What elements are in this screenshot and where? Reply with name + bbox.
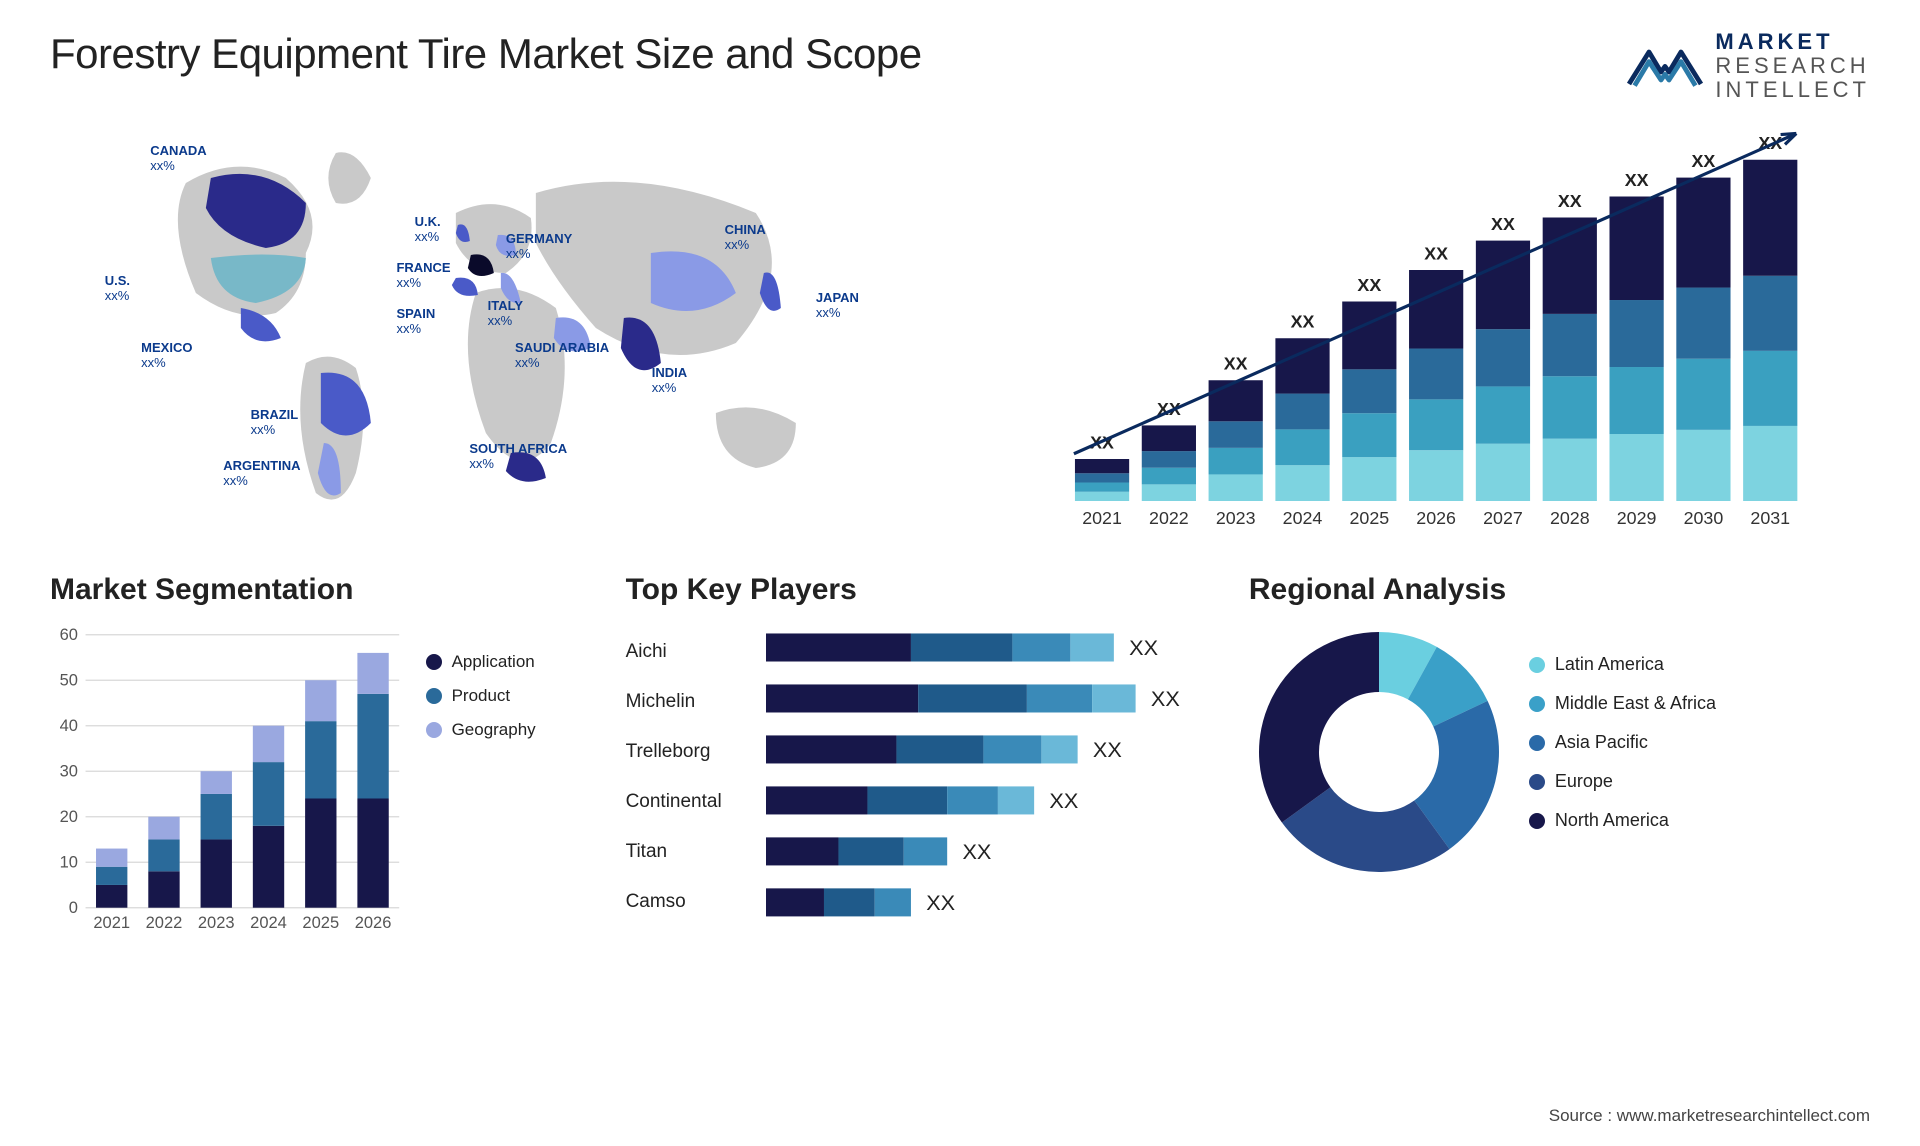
map-label-mexico: MEXICOxx% [141,341,192,371]
player-name-trelleborg: Trelleborg [626,733,756,771]
svg-text:2030: 2030 [1683,508,1723,528]
svg-text:XX: XX [1624,170,1648,190]
legend-dot-icon [426,688,442,704]
header: Forestry Equipment Tire Market Size and … [50,30,1870,103]
seg-legend-application: Application [426,652,576,672]
svg-text:XX: XX [1092,737,1121,762]
svg-text:XX: XX [1357,275,1381,295]
svg-text:2022: 2022 [1149,508,1189,528]
svg-text:2025: 2025 [302,914,339,932]
map-label-saudi-arabia: SAUDI ARABIAxx% [515,341,609,371]
svg-text:XX: XX [962,839,991,864]
svg-text:2024: 2024 [250,914,287,932]
svg-text:30: 30 [60,762,78,780]
players-name-list: Aichi Michelin Trelleborg Continental Titan C… [626,622,756,928]
map-label-china: CHINAxx% [725,223,766,253]
map-label-spain: SPAINxx% [396,307,435,337]
svg-text:2022: 2022 [146,914,183,932]
svg-text:XX: XX [1129,635,1158,660]
svg-text:XX: XX [1150,686,1179,711]
svg-text:2028: 2028 [1550,508,1590,528]
growth-chart-panel: XX 2021 XX 2022 XX 2023 XX 2024 XX 2025 XX 2026 XX 20… [1002,123,1870,543]
regional-title: Regional Analysis [1249,573,1870,607]
svg-text:2023: 2023 [198,914,235,932]
legend-dot-icon [1529,813,1545,829]
svg-text:50: 50 [60,671,78,689]
map-label-u-s-: U.S.xx% [105,274,130,304]
svg-text:XX: XX [926,890,955,915]
svg-text:40: 40 [60,716,78,734]
svg-text:0: 0 [69,898,78,916]
map-label-france: FRANCExx% [396,261,450,291]
legend-dot-icon [1529,696,1545,712]
svg-text:XX: XX [1558,191,1582,211]
legend-dot-icon [426,654,442,670]
region-legend-europe: Europe [1529,771,1870,792]
regional-donut-chart [1249,622,1509,882]
map-label-u-k-: U.K.xx% [415,215,441,245]
logo-text: MARKET RESEARCH INTELLECT [1715,30,1870,103]
source-attribution: Source : www.marketresearchintellect.com [1549,1106,1870,1126]
regional-panel: Regional Analysis Latin America Middle Ea… [1249,573,1870,893]
segmentation-title: Market Segmentation [50,573,576,607]
seg-legend-product: Product [426,686,576,706]
seg-legend-geography: Geography [426,720,576,740]
legend-dot-icon [1529,774,1545,790]
players-panel: Top Key Players Aichi Michelin Trelleborg C… [626,573,1199,893]
player-name-michelin: Michelin [626,683,756,721]
players-bar-chart: XX XX XX XX XX XX [766,622,1199,928]
legend-dot-icon [1529,657,1545,673]
legend-dot-icon [426,722,442,738]
svg-text:XX: XX [1424,243,1448,263]
growth-bar-chart: XX 2021 XX 2022 XX 2023 XX 2024 XX 2025 XX 2026 XX 20… [1002,123,1870,543]
map-label-germany: GERMANYxx% [506,232,572,262]
player-name-titan: Titan [626,833,756,871]
logo-mark-icon [1625,34,1705,99]
player-name-continental: Continental [626,783,756,821]
svg-text:XX: XX [1223,353,1247,373]
svg-text:2031: 2031 [1750,508,1790,528]
regional-donut-wrap [1249,622,1509,882]
map-label-south-africa: SOUTH AFRICAxx% [469,442,567,472]
region-legend-latin-america: Latin America [1529,654,1870,675]
map-label-italy: ITALYxx% [488,299,523,329]
svg-text:2027: 2027 [1483,508,1523,528]
svg-text:10: 10 [60,853,78,871]
segmentation-legend: Application Product Geography [426,622,576,939]
svg-text:2023: 2023 [1216,508,1256,528]
segmentation-chart: 0 10 20 30 40 50 60 2021 2022 2023 2024 2025 2026 [50,622,406,939]
svg-text:2026: 2026 [1416,508,1456,528]
svg-text:2021: 2021 [93,914,130,932]
map-label-argentina: ARGENTINAxx% [223,459,300,489]
region-legend-north-america: North America [1529,810,1870,831]
map-label-brazil: BRAZILxx% [251,408,299,438]
regional-legend: Latin America Middle East & Africa Asia Pa… [1529,654,1870,849]
svg-text:XX: XX [1049,788,1078,813]
svg-text:2029: 2029 [1616,508,1656,528]
svg-text:XX: XX [1491,214,1515,234]
svg-text:XX: XX [1290,311,1314,331]
svg-text:2026: 2026 [355,914,392,932]
svg-text:XX: XX [1691,151,1715,171]
map-label-japan: JAPANxx% [816,291,859,321]
player-name-aichi: Aichi [626,633,756,671]
svg-text:20: 20 [60,807,78,825]
world-map-panel: CANADAxx% U.S.xx% MEXICOxx% BRAZILxx% ARGENT… [50,123,962,543]
legend-dot-icon [1529,735,1545,751]
players-title: Top Key Players [626,573,1199,607]
player-name-camso: Camso [626,883,756,921]
segmentation-panel: Market Segmentation 01020304050602021202… [50,573,576,893]
brand-logo: MARKET RESEARCH INTELLECT [1625,30,1870,103]
map-label-canada: CANADAxx% [150,144,206,174]
svg-text:2021: 2021 [1082,508,1122,528]
region-legend-asia-pacific: Asia Pacific [1529,732,1870,753]
map-label-india: INDIAxx% [652,366,687,396]
page-title: Forestry Equipment Tire Market Size and … [50,30,922,78]
region-legend-middle-east---africa: Middle East & Africa [1529,693,1870,714]
svg-text:2025: 2025 [1349,508,1389,528]
svg-text:60: 60 [60,625,78,643]
world-map [50,123,962,543]
svg-text:2024: 2024 [1282,508,1322,528]
